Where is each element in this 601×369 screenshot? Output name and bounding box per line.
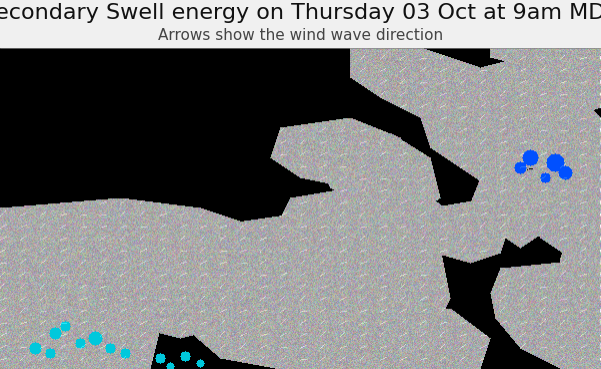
Text: Arrows show the wind wave direction: Arrows show the wind wave direction: [158, 28, 443, 44]
Text: Secondary Swell energy on Thursday 03 Oct at 9am MDT: Secondary Swell energy on Thursday 03 Oc…: [0, 3, 601, 24]
